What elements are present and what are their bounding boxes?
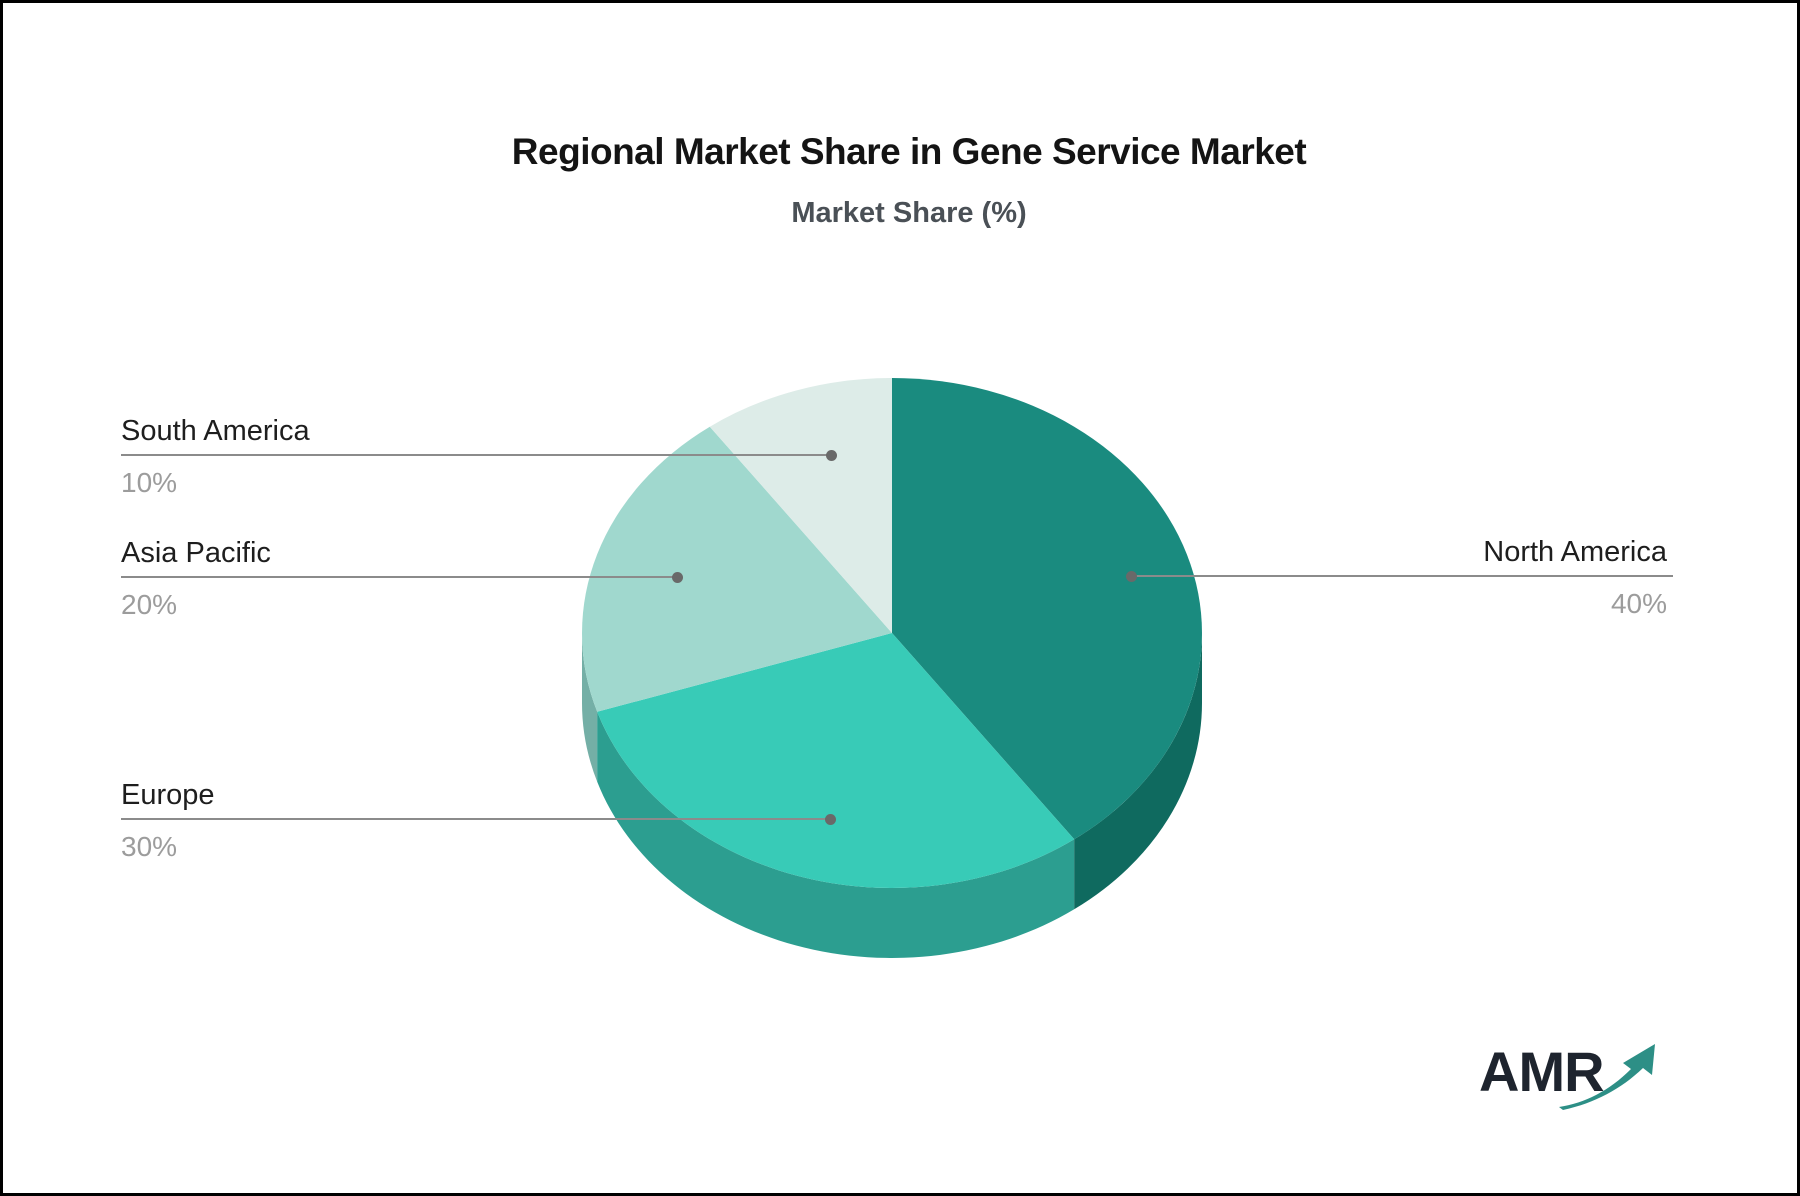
leader-line-asia-pacific <box>121 576 677 578</box>
pie-slice-south-america[interactable] <box>709 378 892 633</box>
leader-dot-north-america <box>1126 571 1137 582</box>
leader-dot-asia-pacific <box>672 572 683 583</box>
pie-slice-asia-pacific[interactable] <box>582 426 892 712</box>
leader-line-south-america <box>121 454 831 456</box>
callout-value-south-america: 10% <box>121 467 178 498</box>
pie-slice-north-america[interactable] <box>892 378 1202 840</box>
chart-subtitle: Market Share (%) <box>791 197 1027 229</box>
callout-label-north-america: North America <box>1483 536 1667 568</box>
leader-dot-south-america <box>826 450 837 461</box>
leader-line-north-america <box>1131 575 1673 577</box>
pie-side-asia-pacific <box>582 633 598 782</box>
callout-value-asia-pacific: 20% <box>121 589 178 620</box>
chart-title: Regional Market Share in Gene Service Ma… <box>511 131 1307 172</box>
amr-logo: AMR <box>1479 1039 1659 1119</box>
leader-dot-europe <box>825 814 836 825</box>
leader-line-europe <box>121 818 830 820</box>
callout-value-europe: 30% <box>121 831 178 862</box>
callout-label-europe: Europe <box>121 779 215 811</box>
pie-side-north-america <box>1074 633 1202 910</box>
amr-logo-arrow-icon <box>1559 1044 1655 1110</box>
pie-chart <box>582 378 1202 958</box>
callout-value-north-america: 40% <box>1610 588 1667 619</box>
amr-logo-text: AMR <box>1479 1040 1605 1103</box>
callout-label-asia-pacific: Asia Pacific <box>121 537 271 569</box>
pie-slice-europe[interactable] <box>597 633 1075 888</box>
pie-side-europe <box>597 711 1075 958</box>
callout-label-south-america: South America <box>121 415 310 447</box>
